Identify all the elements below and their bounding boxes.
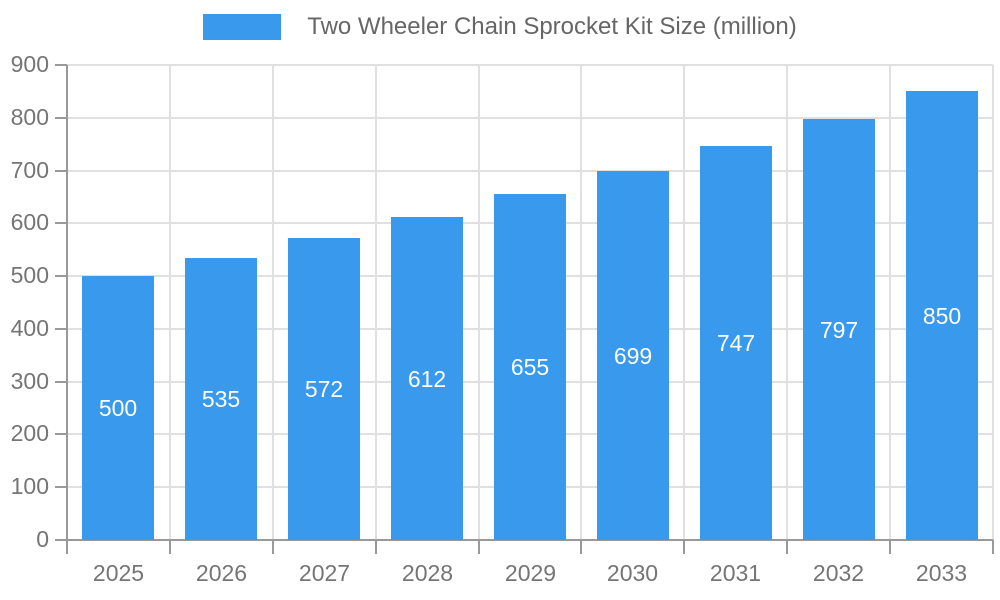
y-axis-tick bbox=[55, 222, 67, 225]
y-axis-label: 600 bbox=[10, 209, 49, 236]
x-gridline bbox=[992, 65, 994, 540]
x-axis-label: 2031 bbox=[709, 560, 762, 586]
x-axis-line bbox=[55, 539, 993, 541]
x-gridline bbox=[786, 65, 789, 540]
y-gridline bbox=[67, 169, 993, 172]
legend-swatch-icon bbox=[203, 14, 282, 40]
y-gridline bbox=[67, 64, 993, 66]
bar-value-label: 747 bbox=[716, 330, 756, 356]
x-gridline bbox=[374, 65, 377, 540]
x-axis-tick bbox=[992, 540, 994, 554]
bar-value-label: 655 bbox=[510, 354, 550, 380]
x-axis-tick bbox=[889, 540, 892, 554]
x-axis-label: 2028 bbox=[401, 560, 454, 586]
x-gridline bbox=[889, 65, 892, 540]
y-axis-tick bbox=[55, 64, 67, 66]
x-axis-tick bbox=[683, 540, 686, 554]
y-axis-tick bbox=[55, 116, 67, 119]
y-axis-tick bbox=[55, 433, 67, 436]
bar[interactable]: 572 bbox=[288, 238, 360, 540]
bar[interactable]: 655 bbox=[494, 194, 566, 540]
legend-label: Two Wheeler Chain Sprocket Kit Size (mil… bbox=[307, 13, 797, 40]
y-axis-tick bbox=[55, 486, 67, 489]
y-axis-line bbox=[66, 65, 68, 541]
y-axis-label: 300 bbox=[10, 367, 49, 394]
chart-legend[interactable]: Two Wheeler Chain Sprocket Kit Size (mil… bbox=[0, 14, 1000, 40]
y-gridline bbox=[67, 116, 993, 119]
x-axis-label: 2025 bbox=[92, 560, 145, 586]
y-axis-label: 500 bbox=[10, 262, 49, 289]
x-gridline bbox=[271, 65, 274, 540]
x-axis-label: 2030 bbox=[606, 560, 659, 586]
x-gridline bbox=[477, 65, 480, 540]
bar[interactable]: 500 bbox=[82, 276, 154, 540]
x-axis-tick bbox=[168, 540, 171, 554]
y-axis-label: 400 bbox=[10, 314, 49, 341]
y-axis-label: 800 bbox=[10, 103, 49, 130]
bar[interactable]: 797 bbox=[803, 119, 875, 540]
y-axis-label: 100 bbox=[10, 473, 49, 500]
x-axis-tick bbox=[374, 540, 377, 554]
y-axis-tick bbox=[55, 169, 67, 172]
y-axis-label: 0 bbox=[36, 526, 49, 552]
bar-value-label: 699 bbox=[613, 342, 653, 369]
bar-value-label: 572 bbox=[304, 376, 344, 402]
x-axis-label: 2027 bbox=[298, 560, 351, 586]
bar-value-label: 535 bbox=[201, 386, 241, 412]
y-axis-label: 200 bbox=[10, 420, 49, 447]
bar[interactable]: 850 bbox=[906, 91, 978, 540]
x-axis-tick bbox=[271, 540, 274, 554]
x-axis-tick bbox=[477, 540, 480, 554]
x-axis-label: 2029 bbox=[504, 560, 557, 586]
bar[interactable]: 747 bbox=[700, 146, 772, 540]
bar-value-label: 500 bbox=[98, 395, 138, 421]
bar-value-label: 797 bbox=[819, 316, 859, 343]
y-axis-label: 900 bbox=[10, 51, 49, 77]
bar[interactable]: 699 bbox=[597, 171, 669, 540]
y-axis-tick bbox=[55, 327, 67, 330]
x-axis-label: 2033 bbox=[915, 560, 968, 586]
bar[interactable]: 612 bbox=[391, 217, 463, 540]
bar-value-label: 612 bbox=[407, 365, 447, 392]
y-axis-label: 700 bbox=[10, 156, 49, 183]
x-gridline bbox=[683, 65, 686, 540]
x-axis-tick bbox=[66, 540, 68, 554]
x-axis-tick bbox=[786, 540, 789, 554]
y-axis-tick bbox=[55, 380, 67, 383]
bar[interactable]: 535 bbox=[185, 258, 257, 540]
x-axis-label: 2032 bbox=[812, 560, 865, 586]
y-axis-tick bbox=[55, 275, 67, 278]
x-axis-label: 2026 bbox=[195, 560, 248, 586]
bar-value-label: 850 bbox=[922, 302, 962, 329]
x-axis-tick bbox=[580, 540, 583, 554]
x-gridline bbox=[580, 65, 583, 540]
x-gridline bbox=[168, 65, 171, 540]
